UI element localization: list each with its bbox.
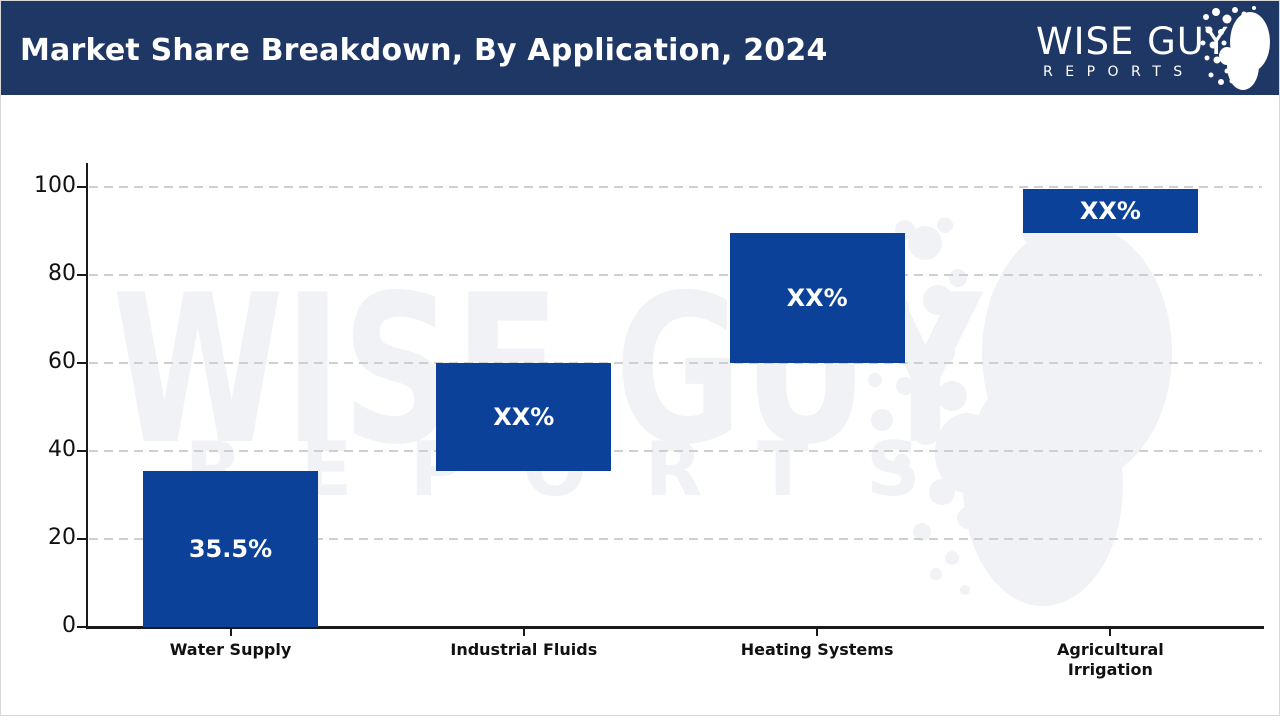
y-axis-tick [77, 450, 86, 452]
header: Market Share Breakdown, By Application, … [0, 0, 1280, 95]
y-axis-tick [77, 538, 86, 540]
bar-water-supply: 35.5% [143, 470, 318, 627]
y-axis-tick [77, 186, 86, 188]
y-axis-tick [77, 274, 86, 276]
x-axis-category-label: Heating Systems [740, 640, 894, 659]
y-axis-tick-label: 80 [48, 261, 76, 286]
gridline [89, 362, 1262, 364]
bar-value-label: XX% [1079, 197, 1141, 226]
y-axis-tick-label: 40 [48, 437, 76, 462]
y-axis-tick-label: 20 [48, 525, 76, 550]
y-axis-tick [77, 626, 86, 628]
x-axis-category-label: Industrial Fluids [450, 640, 598, 659]
brand-logo-name: WISE GUY [1036, 20, 1229, 63]
bar-value-label: 35.5% [188, 534, 273, 563]
x-axis-tick [522, 629, 525, 636]
bar-industrial-fluids: XX% [436, 363, 612, 471]
gridline [89, 274, 1262, 276]
y-axis-tick-label: 100 [34, 173, 76, 198]
gridline [89, 450, 1262, 452]
bar-agricultural-irrigation: XX% [1022, 189, 1198, 234]
x-axis-tick [229, 629, 232, 636]
bar-value-label: XX% [786, 284, 848, 313]
wiseguy-face-icon [1200, 6, 1270, 90]
bar-heating-systems: XX% [729, 233, 905, 363]
page-title: Market Share Breakdown, By Application, … [20, 33, 828, 68]
gridline [89, 186, 1262, 188]
x-axis-line [86, 626, 1264, 629]
bar-value-label: XX% [493, 402, 555, 431]
y-axis-tick-label: 60 [48, 349, 76, 374]
x-axis-category-label: Water Supply [169, 640, 292, 659]
x-axis-category-label: Agricultural Irrigation [1057, 640, 1164, 679]
y-axis-tick [77, 362, 86, 364]
gridline [89, 538, 1262, 540]
y-axis-tick-label: 0 [62, 613, 76, 638]
x-axis-tick [1109, 629, 1112, 636]
y-axis-line [86, 163, 88, 628]
x-axis-tick [816, 629, 819, 636]
brand-logo-tagline: REPORTS [1043, 64, 1195, 80]
